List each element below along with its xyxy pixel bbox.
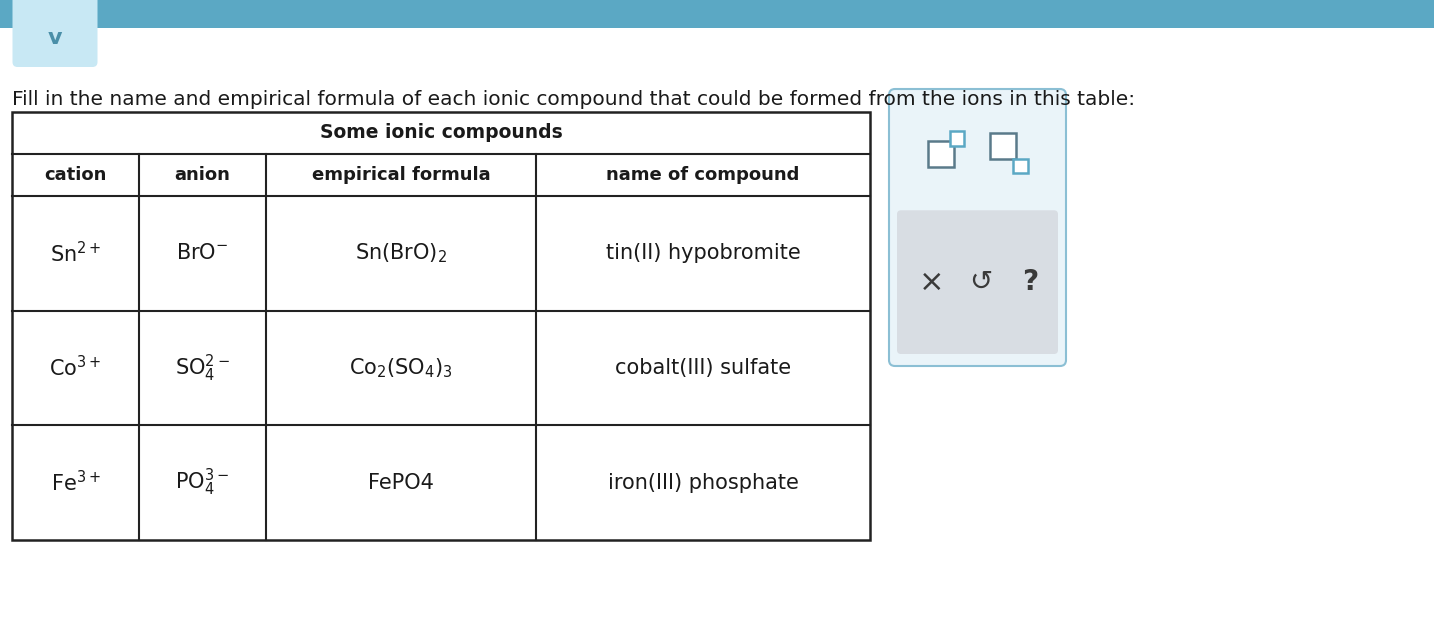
Text: ×: × (919, 267, 944, 297)
Bar (11, 112, 870, 540)
Bar (1014, 159, 1028, 173)
Text: anion: anion (175, 166, 231, 184)
Text: PO$_{4}^{3-}$: PO$_{4}^{3-}$ (175, 467, 229, 498)
Text: cation: cation (44, 166, 106, 184)
Text: ↺: ↺ (969, 268, 992, 296)
Text: Some ionic compounds: Some ionic compounds (320, 123, 562, 142)
FancyBboxPatch shape (898, 210, 1058, 354)
FancyBboxPatch shape (889, 89, 1065, 366)
Bar (928, 141, 954, 167)
Bar (0, 0, 1434, 28)
Text: tin(II) hypobromite: tin(II) hypobromite (605, 243, 800, 264)
Text: Sn$^{2+}$: Sn$^{2+}$ (50, 241, 102, 266)
Text: FePO4: FePO4 (369, 472, 435, 493)
Text: Co$_{2}\left(\mathrm{SO}_{4}\right)_{3}$: Co$_{2}\left(\mathrm{SO}_{4}\right)_{3}$ (350, 356, 453, 380)
FancyBboxPatch shape (13, 0, 98, 67)
Text: empirical formula: empirical formula (311, 166, 490, 184)
Text: SO$_{4}^{2-}$: SO$_{4}^{2-}$ (175, 352, 229, 384)
Text: Sn$\left(\mathrm{BrO}\right)_{2}$: Sn$\left(\mathrm{BrO}\right)_{2}$ (356, 241, 447, 265)
Bar (949, 131, 964, 145)
Text: ?: ? (1022, 268, 1038, 296)
Text: v: v (47, 28, 62, 48)
Text: Fe$^{3+}$: Fe$^{3+}$ (50, 470, 100, 495)
Text: name of compound: name of compound (607, 166, 800, 184)
Text: BrO$^{-}$: BrO$^{-}$ (176, 243, 228, 264)
Text: cobalt(III) sulfate: cobalt(III) sulfate (615, 358, 792, 378)
Text: iron(III) phosphate: iron(III) phosphate (608, 472, 799, 493)
Text: Fill in the name and empirical formula of each ionic compound that could be form: Fill in the name and empirical formula o… (11, 90, 1136, 109)
Text: Co$^{3+}$: Co$^{3+}$ (49, 356, 102, 380)
Bar (989, 133, 1017, 159)
